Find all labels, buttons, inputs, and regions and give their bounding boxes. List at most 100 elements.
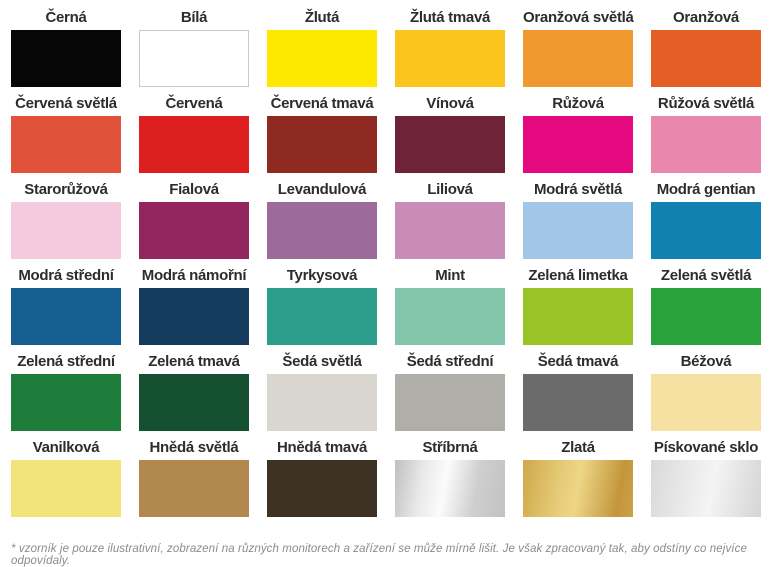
swatch-cell: Hnědá tmavá: [267, 436, 377, 517]
swatch-cell: Zelená střední: [11, 350, 121, 431]
swatch-color-block: [139, 460, 249, 517]
swatch-cell: Tyrkysová: [267, 264, 377, 345]
swatch-cell: Žlutá tmavá: [395, 6, 505, 87]
swatch-color-block: [139, 116, 249, 173]
swatch-label: Šedá tmavá: [537, 353, 619, 370]
swatch-label: Levandulová: [277, 181, 367, 198]
swatch-color-block: [395, 288, 505, 345]
swatch-label: Hnědá tmavá: [276, 439, 368, 456]
swatch-cell: Modrá gentian: [651, 178, 761, 259]
swatch-cell: Červená světlá: [11, 92, 121, 173]
swatch-color-block: [651, 202, 761, 259]
swatch-color-block: [523, 460, 633, 517]
swatch-label: Zelená světlá: [660, 267, 752, 284]
swatch-color-block: [395, 374, 505, 431]
swatch-label: Červená: [165, 95, 223, 112]
swatch-cell: Šedá tmavá: [523, 350, 633, 431]
swatch-color-block: [523, 116, 633, 173]
swatch-cell: Šedá světlá: [267, 350, 377, 431]
swatch-cell: Starorůžová: [11, 178, 121, 259]
swatch-color-block: [267, 460, 377, 517]
swatch-label: Růžová světlá: [657, 95, 755, 112]
swatch-label: Vanilková: [32, 439, 100, 456]
swatch-cell: Růžová světlá: [651, 92, 761, 173]
swatch-label: Modrá střední: [18, 267, 114, 284]
swatch-cell: Liliová: [395, 178, 505, 259]
swatch-label: Mint: [435, 267, 465, 284]
swatch-cell: Fialová: [139, 178, 249, 259]
swatch-cell: Šedá střední: [395, 350, 505, 431]
swatch-color-block: [651, 116, 761, 173]
swatch-cell: Béžová: [651, 350, 761, 431]
swatch-color-block: [395, 116, 505, 173]
swatch-label: Žlutá: [304, 9, 340, 26]
swatch-label: Šedá střední: [406, 353, 494, 370]
swatch-cell: Mint: [395, 264, 505, 345]
swatch-cell: Zlatá: [523, 436, 633, 517]
disclaimer-footnote: * vzorník je pouze ilustrativní, zobraze…: [11, 543, 747, 567]
swatch-color-block: [267, 116, 377, 173]
swatch-cell: Stříbrná: [395, 436, 505, 517]
swatch-label: Šedá světlá: [282, 353, 362, 370]
swatch-label: Béžová: [680, 353, 732, 370]
swatch-cell: Zelená tmavá: [139, 350, 249, 431]
swatch-color-block: [523, 374, 633, 431]
swatch-cell: Vínová: [395, 92, 505, 173]
swatch-label: Růžová: [552, 95, 604, 112]
swatch-color-block: [11, 288, 121, 345]
swatch-color-block: [11, 30, 121, 87]
swatch-cell: Pískované sklo: [651, 436, 761, 517]
swatch-color-block: [395, 460, 505, 517]
swatch-color-block: [651, 288, 761, 345]
swatch-label: Červená tmavá: [270, 95, 374, 112]
swatch-color-block: [523, 30, 633, 87]
swatch-cell: Zelená limetka: [523, 264, 633, 345]
swatch-label: Vínová: [426, 95, 474, 112]
swatch-label: Zelená střední: [17, 353, 115, 370]
swatch-label: Zelená tmavá: [148, 353, 240, 370]
swatch-color-block: [267, 374, 377, 431]
swatch-cell: Zelená světlá: [651, 264, 761, 345]
swatch-label: Modrá světlá: [533, 181, 623, 198]
swatch-label: Červená světlá: [15, 95, 117, 112]
swatch-color-block: [651, 460, 761, 517]
swatch-cell: Modrá střední: [11, 264, 121, 345]
swatch-cell: Oranžová: [651, 6, 761, 87]
swatch-cell: Černá: [11, 6, 121, 87]
swatch-label: Tyrkysová: [286, 267, 358, 284]
swatch-label: Černá: [45, 9, 87, 26]
swatch-cell: Modrá námořní: [139, 264, 249, 345]
swatch-label: Modrá námořní: [141, 267, 247, 284]
swatch-color-block: [11, 202, 121, 259]
swatch-cell: Růžová: [523, 92, 633, 173]
swatch-cell: Vanilková: [11, 436, 121, 517]
swatch-color-block: [267, 30, 377, 87]
swatch-cell: Hnědá světlá: [139, 436, 249, 517]
swatch-label: Liliová: [427, 181, 473, 198]
swatch-color-block: [139, 374, 249, 431]
swatch-cell: Bílá: [139, 6, 249, 87]
swatch-color-block: [139, 202, 249, 259]
swatch-label: Fialová: [169, 181, 219, 198]
swatch-color-block: [139, 288, 249, 345]
swatch-cell: Oranžová světlá: [523, 6, 634, 87]
swatch-cell: Žlutá: [267, 6, 377, 87]
swatch-color-block: [11, 374, 121, 431]
swatch-label: Stříbrná: [422, 439, 478, 456]
swatch-label: Žlutá tmavá: [409, 9, 491, 26]
swatch-color-block: [523, 288, 633, 345]
swatch-label: Oranžová světlá: [523, 9, 634, 26]
swatch-color-block: [267, 202, 377, 259]
swatch-color-block: [651, 30, 761, 87]
swatch-label: Pískované sklo: [653, 439, 759, 456]
swatch-label: Bílá: [180, 9, 208, 26]
swatch-label: Oranžová: [673, 9, 739, 26]
swatch-color-block: [267, 288, 377, 345]
swatch-color-block: [395, 30, 505, 87]
swatch-color-block: [11, 116, 121, 173]
swatch-label: Starorůžová: [24, 181, 108, 198]
swatch-label: Zlatá: [561, 439, 595, 456]
swatch-color-block: [11, 460, 121, 517]
swatch-label: Modrá gentian: [656, 181, 756, 198]
